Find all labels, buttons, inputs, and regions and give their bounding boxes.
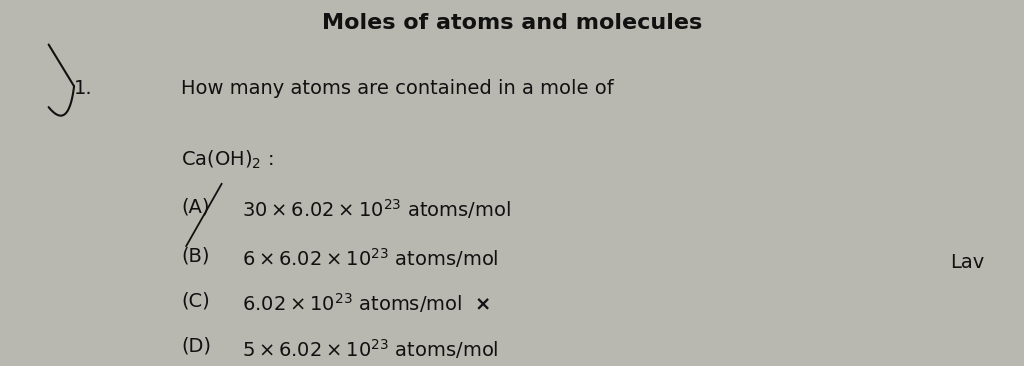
Text: (D): (D) bbox=[181, 337, 211, 356]
Text: $6 \times 6.02 \times 10^{23}$ atoms/mol: $6 \times 6.02 \times 10^{23}$ atoms/mol bbox=[242, 246, 499, 270]
Text: $30 \times 6.02 \times 10^{23}$ atoms/mol: $30 \times 6.02 \times 10^{23}$ atoms/mo… bbox=[242, 198, 511, 221]
Text: (B): (B) bbox=[181, 246, 210, 265]
Text: Lav: Lav bbox=[950, 253, 984, 272]
Text: Moles of atoms and molecules: Moles of atoms and molecules bbox=[322, 13, 702, 33]
Text: $5 \times 6.02 \times 10^{23}$ atoms/mol: $5 \times 6.02 \times 10^{23}$ atoms/mol bbox=[242, 337, 499, 361]
Text: (C): (C) bbox=[181, 291, 210, 310]
Text: 1.: 1. bbox=[74, 79, 93, 98]
Text: How many atoms are contained in a mole of: How many atoms are contained in a mole o… bbox=[181, 79, 613, 98]
Text: $6.02 \times 10^{23}$ atoms/mol  $\mathbf{\times}$: $6.02 \times 10^{23}$ atoms/mol $\mathbf… bbox=[242, 291, 490, 315]
Text: (A): (A) bbox=[181, 198, 210, 217]
Text: $\mathrm{Ca(OH)_2}$ :: $\mathrm{Ca(OH)_2}$ : bbox=[181, 149, 273, 171]
